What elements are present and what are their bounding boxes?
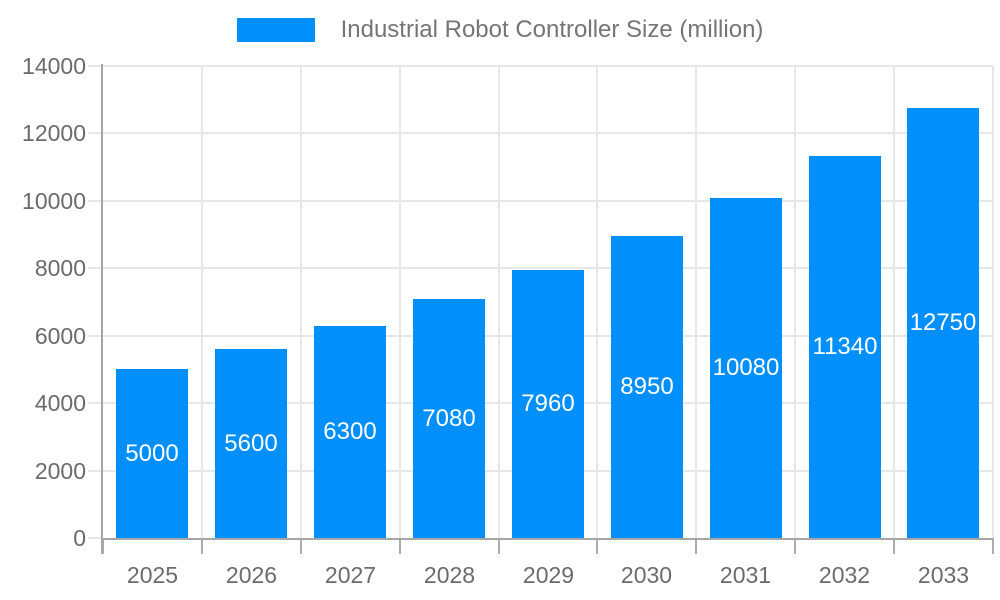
y-tick-label: 10000: [22, 188, 86, 214]
x-axis-tick: [300, 538, 302, 554]
x-tick-label: 2025: [126, 562, 179, 588]
x-axis-tick: [498, 538, 500, 554]
x-tick-label: 2028: [423, 562, 476, 588]
x-axis-tick: [794, 538, 796, 554]
y-axis-tick: [88, 537, 103, 539]
bar-value-label: 8950: [620, 373, 674, 400]
x-axis-tick: [399, 538, 401, 554]
y-axis-line: [101, 64, 103, 554]
gridline-v: [498, 66, 500, 538]
x-axis-tick: [992, 538, 994, 554]
y-tick-label: 2000: [34, 458, 86, 484]
y-axis-tick: [88, 335, 103, 337]
gridline-v: [695, 66, 697, 538]
legend-swatch: [236, 18, 315, 42]
x-tick-label: 2031: [719, 562, 772, 588]
bar: [611, 236, 683, 538]
y-axis-tick: [88, 132, 103, 134]
x-tick-label: 2026: [225, 562, 278, 588]
bar-value-label: 6300: [323, 418, 377, 445]
x-axis-tick: [102, 538, 104, 554]
bar-value-label: 12750: [909, 309, 977, 336]
x-axis-tick: [695, 538, 697, 554]
bar-value-label: 7960: [521, 390, 575, 417]
x-tick-label: 2033: [917, 562, 970, 588]
bar: [809, 156, 881, 538]
bar: [413, 299, 485, 538]
x-axis-tick: [201, 538, 203, 554]
gridline-v: [992, 66, 994, 538]
gridline-h: [103, 200, 993, 202]
x-tick-label: 2029: [522, 562, 575, 588]
x-tick-label: 2032: [818, 562, 871, 588]
bar: [215, 349, 287, 538]
y-tick-label: 4000: [34, 390, 86, 416]
bar: [512, 270, 584, 538]
gridline-v: [893, 66, 895, 538]
x-axis-tick: [596, 538, 598, 554]
y-axis-tick: [88, 402, 103, 404]
bar: [314, 326, 386, 538]
legend-label: Industrial Robot Controller Size (millio…: [340, 16, 764, 43]
bar: [710, 198, 782, 538]
gridline-v: [300, 66, 302, 538]
bar-value-label: 7080: [422, 405, 476, 432]
gridline-v: [201, 66, 203, 538]
bar-value-label: 5600: [224, 430, 278, 457]
gridline-v: [399, 66, 401, 538]
bar: [116, 369, 188, 538]
y-tick-label: 6000: [34, 323, 86, 349]
x-tick-label: 2030: [620, 562, 673, 588]
y-tick-label: 12000: [22, 120, 86, 146]
y-axis-tick: [88, 200, 103, 202]
gridline-h: [103, 65, 993, 67]
y-axis-tick: [88, 470, 103, 472]
gridline-v: [596, 66, 598, 538]
bar: [907, 108, 979, 538]
gridline-h: [103, 267, 993, 269]
chart-legend: Industrial Robot Controller Size (millio…: [0, 12, 1000, 48]
bar-value-label: 5000: [125, 440, 179, 467]
y-axis-tick: [88, 65, 103, 67]
y-tick-label: 8000: [34, 255, 86, 281]
gridline-h: [103, 132, 993, 134]
bar-value-label: 10080: [712, 354, 780, 381]
y-tick-label: 0: [73, 525, 86, 551]
y-tick-label: 14000: [22, 53, 86, 79]
x-axis-tick: [893, 538, 895, 554]
y-axis-tick: [88, 267, 103, 269]
x-axis-line: [103, 538, 993, 540]
x-tick-label: 2027: [324, 562, 377, 588]
gridline-v: [794, 66, 796, 538]
bar-value-label: 11340: [812, 333, 878, 360]
